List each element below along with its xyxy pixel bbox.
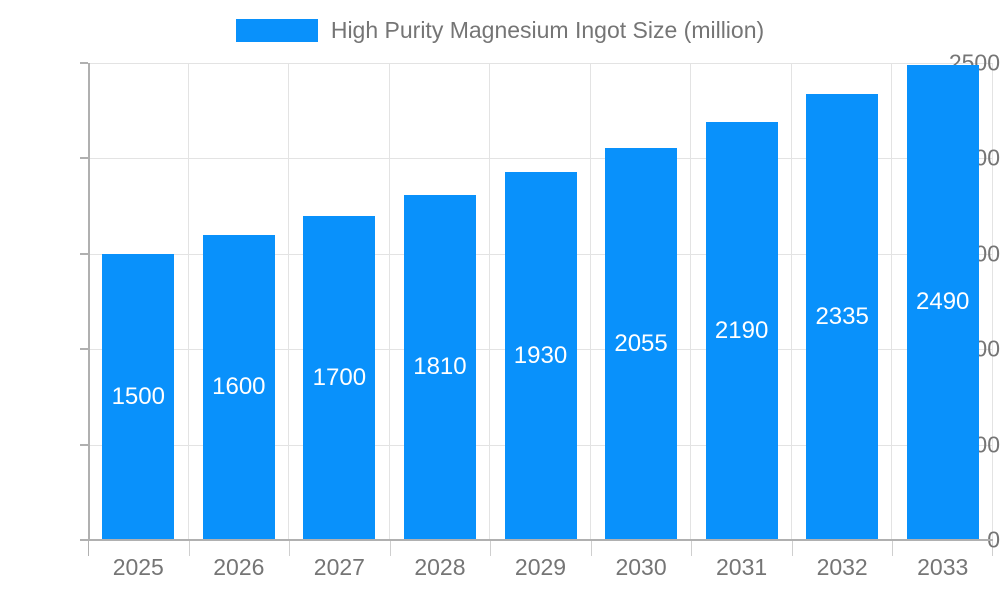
x-axis-tick-label: 2029 bbox=[514, 554, 567, 580]
x-axis-tick-label: 2026 bbox=[213, 554, 265, 580]
bar-value-label: 1810 bbox=[413, 353, 467, 381]
bar-2026[interactable]: 1600 bbox=[202, 234, 275, 540]
bar-value-label: 2335 bbox=[815, 303, 869, 331]
gridline-vertical bbox=[489, 63, 491, 540]
x-axis-tick bbox=[892, 540, 894, 556]
y-axis-tick-label: 0 bbox=[987, 526, 1000, 553]
x-axis-tick bbox=[88, 540, 89, 556]
y-axis-tick bbox=[80, 62, 88, 64]
x-axis-tick bbox=[791, 540, 793, 556]
bar-2031[interactable]: 2190 bbox=[705, 122, 778, 540]
x-axis-tick-label: 2027 bbox=[313, 554, 365, 580]
bar-2030[interactable]: 2055 bbox=[605, 147, 678, 540]
x-axis-tick bbox=[992, 540, 993, 556]
gridline-vertical bbox=[187, 63, 189, 540]
gridline-vertical bbox=[288, 63, 290, 540]
bar-value-label: 2490 bbox=[916, 288, 970, 316]
x-axis-tick bbox=[590, 540, 592, 556]
gridline-vertical bbox=[790, 63, 792, 540]
bar-value-label: 1600 bbox=[212, 373, 266, 401]
gridline-horizontal bbox=[88, 158, 993, 160]
x-axis-tick-label: 2028 bbox=[414, 554, 466, 580]
bar-2029[interactable]: 1930 bbox=[504, 171, 577, 540]
bar-value-label: 1930 bbox=[513, 341, 568, 369]
plot-area: 1500 1600 1700 1810 1930 2055 2190 2335 2490 bbox=[80, 62, 993, 556]
x-axis-line bbox=[80, 539, 993, 541]
bar-2027[interactable]: 1700 bbox=[303, 215, 376, 540]
gridline-vertical bbox=[589, 63, 591, 540]
gridline-vertical bbox=[992, 63, 993, 540]
y-axis-tick bbox=[80, 443, 88, 446]
gridline-vertical bbox=[388, 63, 390, 540]
y-axis-tick bbox=[80, 348, 88, 351]
x-axis-tick bbox=[289, 540, 291, 556]
bar-2028[interactable]: 1810 bbox=[403, 194, 476, 540]
x-axis-tick-label: 2030 bbox=[615, 554, 667, 580]
x-axis-tick-label: 2032 bbox=[816, 554, 868, 580]
x-axis-tick bbox=[188, 540, 190, 556]
gridline-horizontal bbox=[88, 63, 993, 64]
bar-2032[interactable]: 2335 bbox=[806, 94, 879, 540]
x-axis-tick bbox=[389, 540, 391, 556]
bar-value-label: 2190 bbox=[714, 317, 769, 345]
gridline-vertical bbox=[891, 63, 893, 540]
legend[interactable]: High Purity Magnesium Ingot Size (millio… bbox=[0, 16, 1000, 44]
bar-2025[interactable]: 1500 bbox=[102, 253, 175, 540]
x-axis-tick-label: 2031 bbox=[716, 554, 768, 580]
x-axis-tick bbox=[490, 540, 492, 556]
legend-label: High Purity Magnesium Ingot Size (millio… bbox=[330, 17, 765, 43]
gridline-vertical bbox=[690, 63, 692, 540]
y-axis-tick bbox=[80, 157, 88, 160]
bar-2033[interactable]: 2490 bbox=[906, 64, 979, 540]
legend-swatch-icon bbox=[235, 18, 318, 42]
x-axis-tick bbox=[691, 540, 693, 556]
bar-value-label: 1500 bbox=[111, 382, 165, 410]
bar-value-label: 2055 bbox=[614, 329, 668, 357]
y-axis-tick bbox=[80, 252, 88, 255]
x-axis-tick-label: 2025 bbox=[112, 554, 164, 580]
bar-value-label: 1700 bbox=[312, 363, 367, 391]
x-axis-tick-label: 2033 bbox=[917, 554, 969, 580]
y-axis-line bbox=[88, 63, 90, 540]
